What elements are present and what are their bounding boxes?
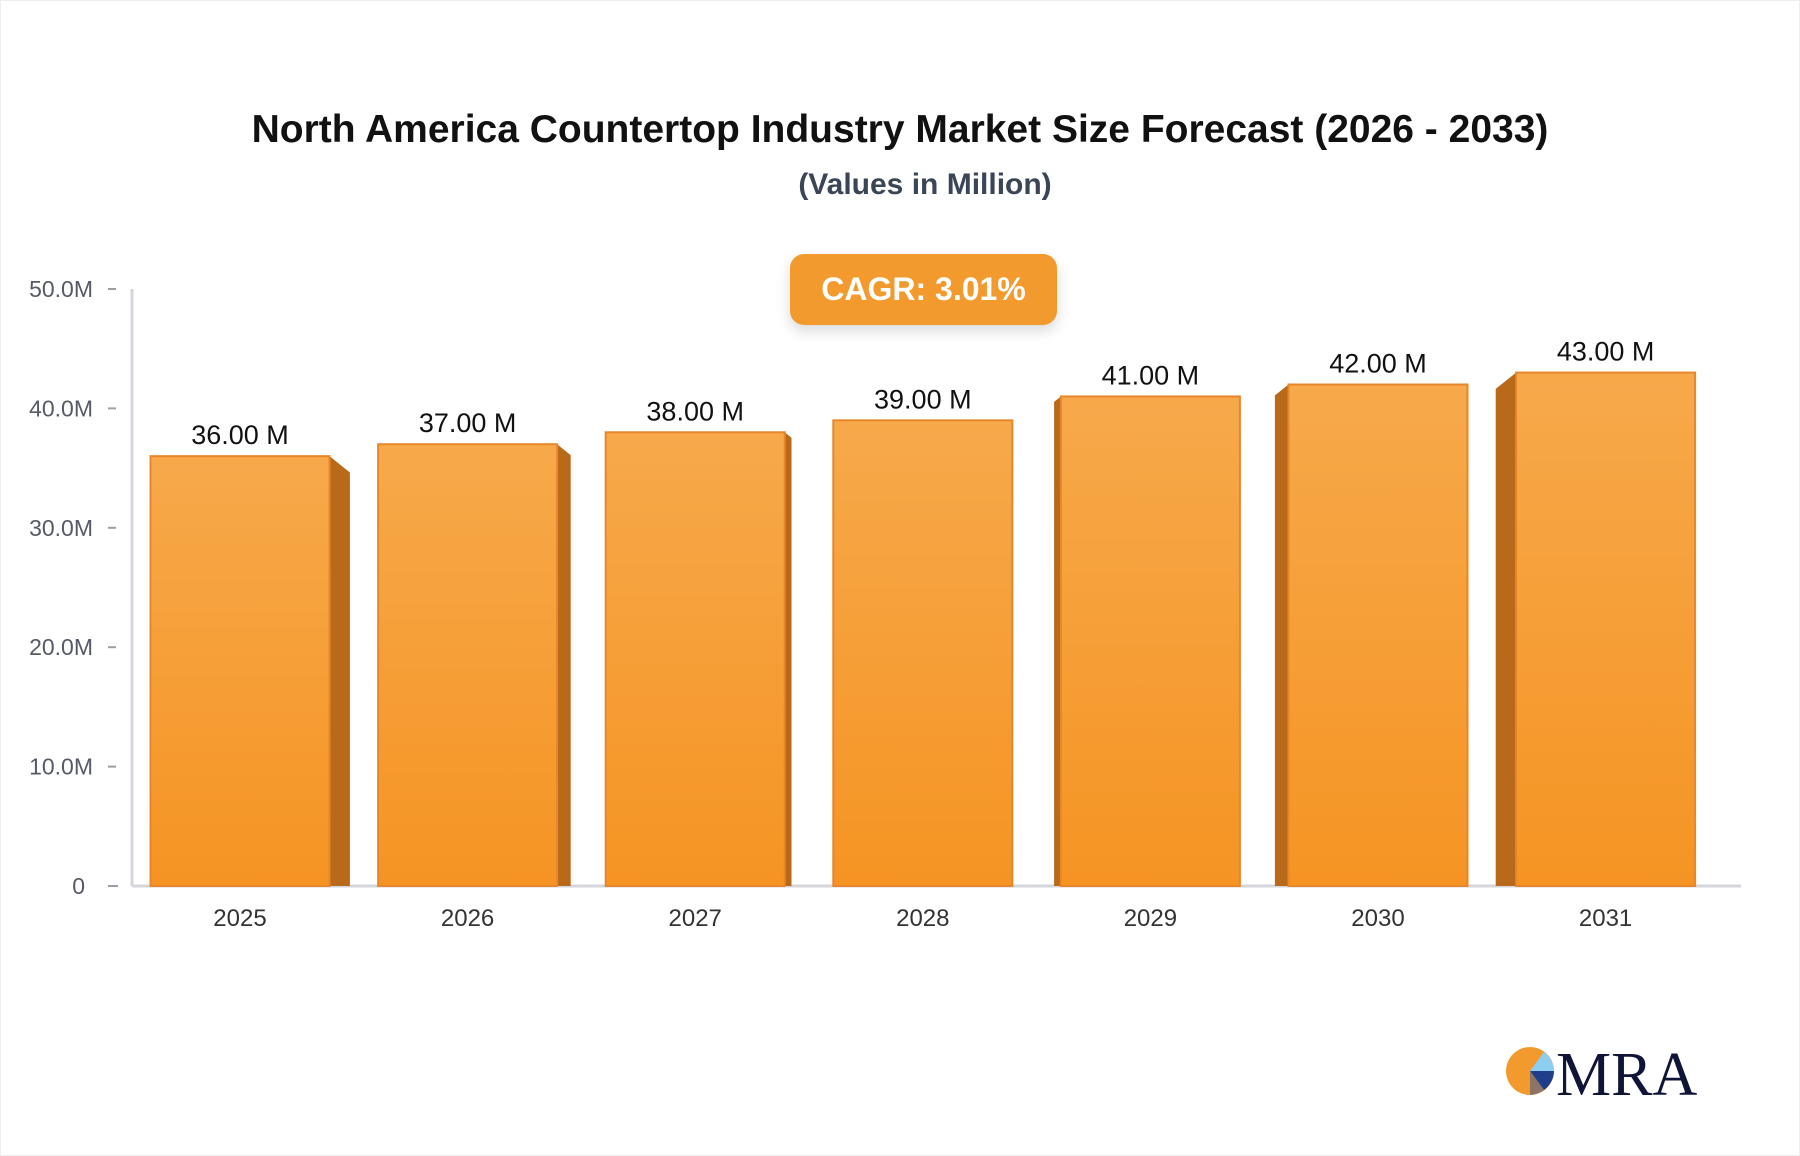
x-tick-label: 2031 <box>1579 905 1632 932</box>
data-label: 41.00 M <box>1102 360 1200 390</box>
bar-2027 <box>604 431 786 887</box>
logo-pie-icon: MRA <box>1506 1041 1697 1100</box>
bar-side <box>784 432 792 886</box>
x-tick-label: 2025 <box>213 905 266 932</box>
data-label: 37.00 M <box>419 408 517 438</box>
y-tick-label: 10.0M <box>29 754 93 780</box>
bar-2029 <box>1059 395 1241 887</box>
bar-2028 <box>832 419 1014 887</box>
y-tick-label: 20.0M <box>29 634 93 660</box>
x-tick-label: 2030 <box>1351 905 1404 932</box>
mra-logo: MRA <box>1504 1040 1704 1100</box>
data-label: 36.00 M <box>191 420 289 450</box>
y-tick-label: 30.0M <box>29 515 93 541</box>
chart-subtitle: (Values in Million) <box>798 168 1052 201</box>
y-tick-label: 0 <box>72 873 85 899</box>
logo-text: MRA <box>1556 1041 1697 1100</box>
bar-2031 <box>1515 371 1697 887</box>
data-label: 43.00 M <box>1557 337 1655 367</box>
bar-side <box>1054 396 1061 886</box>
x-tick-label: 2026 <box>441 905 494 932</box>
chart-title: North America Countertop Industry Market… <box>251 108 1549 151</box>
data-label: 42.00 M <box>1329 349 1427 379</box>
bar-side <box>1274 384 1289 886</box>
y-tick-label: 40.0M <box>29 395 93 421</box>
y-tick-label: 50.0M <box>29 276 93 302</box>
bar-2026 <box>377 443 559 887</box>
bar-side <box>1495 372 1517 887</box>
bar-2030 <box>1287 383 1469 887</box>
bar-side <box>329 456 350 886</box>
x-tick-label: 2027 <box>669 905 722 932</box>
cagr-badge: CAGR: 3.01% <box>790 254 1057 325</box>
bar-side <box>557 444 571 886</box>
data-label: 39.00 M <box>874 384 972 414</box>
x-tick-label: 2028 <box>896 905 949 932</box>
data-label: 38.00 M <box>646 396 744 426</box>
bar-2025 <box>149 455 331 887</box>
x-tick-label: 2029 <box>1124 905 1177 932</box>
